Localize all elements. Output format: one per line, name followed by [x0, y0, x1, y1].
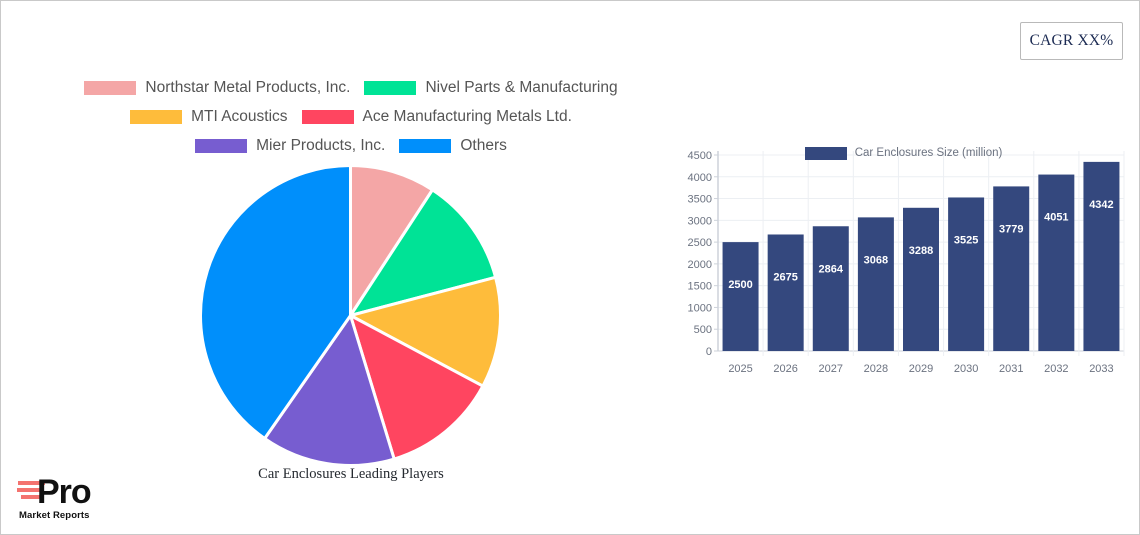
x-axis-tick-label: 2026 [773, 363, 797, 375]
x-axis-tick-label: 2025 [728, 363, 752, 375]
logo-bar-icon [17, 488, 40, 492]
pie-legend-item-nivel: Nivel Parts & Manufacturing [364, 78, 618, 97]
logo: Pro Market Reports [17, 473, 113, 524]
x-axis-tick-label: 2032 [1044, 363, 1068, 375]
x-axis-tick-label: 2027 [819, 363, 843, 375]
pie-slice[interactable] [347, 187, 498, 318]
pie-legend-label: MTI Acoustics [191, 107, 288, 125]
bar[interactable] [993, 186, 1030, 351]
bar-value-label: 3779 [999, 223, 1023, 235]
bar[interactable] [903, 207, 939, 351]
bar-chart: Car Enclosures Size (million) 0 500 1000 15… [681, 143, 1126, 408]
bar[interactable] [857, 217, 894, 351]
pie-slice[interactable] [199, 163, 352, 441]
pie-legend-item-northstar: Northstar Metal Products, Inc. [84, 79, 350, 97]
bar-chart-svg: 0 500 1000 1500 2000 2500 3000 3500 4000 4500 2500… [688, 150, 1125, 375]
pie-chart-caption: Car Enclosures Leading Players [258, 466, 444, 482]
legend-swatch-icon [399, 138, 452, 153]
bar[interactable] [767, 234, 804, 351]
x-axis-tick-label: 2029 [909, 363, 933, 375]
legend-swatch-icon [130, 109, 183, 124]
pie-legend-label: Ace Manufacturing Metals Ltd. [362, 107, 572, 125]
logo-wordmark: Pro [37, 473, 92, 511]
bar-chart-legend: Car Enclosures Size (million) [681, 143, 1126, 163]
bar-value-label: 4342 [1089, 199, 1113, 211]
bar-value-label: 2864 [819, 263, 844, 275]
pie-legend-item-others: Others [399, 137, 507, 155]
logo-bar-icon [18, 481, 45, 485]
bar[interactable] [948, 197, 985, 351]
y-axis-tick-label: 1500 [688, 281, 712, 293]
pie-chart-svg [199, 163, 502, 467]
bar-legend-label: Car Enclosures Size (million) [854, 147, 1003, 159]
x-axis-tick-label: 2033 [1089, 363, 1113, 375]
legend-swatch-icon [84, 80, 137, 95]
pie-legend-label: Others [460, 136, 507, 154]
bar-value-label: 2500 [728, 279, 752, 291]
y-axis-tick-label: 3000 [688, 215, 712, 227]
pie-legend-row: MTI Acoustics Ace Manufacturing Metals L… [1, 102, 701, 131]
legend-swatch-icon [301, 109, 354, 124]
logo-tagline: Market Reports [19, 510, 90, 521]
bar-value-label: 4051 [1044, 212, 1068, 224]
cagr-badge: CAGR XX% [1020, 22, 1123, 60]
bar-value-label: 3525 [954, 234, 978, 246]
pie-slice[interactable] [262, 312, 397, 467]
y-axis-tick-label: 500 [694, 324, 712, 336]
y-axis-tick-label: 0 [706, 346, 712, 358]
x-axis-tick-label: 2031 [999, 363, 1023, 375]
logo-bar-icon [21, 495, 42, 499]
bar[interactable] [722, 242, 759, 351]
y-axis-tick-label: 2500 [688, 237, 712, 249]
y-axis-tick-label: 1000 [688, 302, 712, 314]
pie-slice[interactable] [349, 163, 435, 321]
pie-legend-label: Northstar Metal Products, Inc. [145, 78, 351, 96]
pie-legend-item-ace: Ace Manufacturing Metals Ltd. [301, 107, 572, 126]
bar[interactable] [812, 226, 849, 351]
bar-value-label: 3288 [909, 245, 933, 257]
pie-legend-label: Mier Products, Inc. [256, 136, 386, 154]
x-axis-tick-label: 2028 [864, 363, 888, 375]
pie-legend-row: Northstar Metal Products, Inc. Nivel Par… [1, 73, 701, 102]
bar[interactable] [1038, 174, 1075, 351]
x-axis-tick-label: 2030 [954, 363, 978, 375]
pie-legend-item-mier: Mier Products, Inc. [195, 137, 385, 155]
bar-value-label: 2675 [773, 271, 797, 283]
y-axis-tick-label: 3500 [688, 194, 712, 206]
y-axis-tick-label: 4000 [688, 172, 712, 184]
pie-chart [199, 163, 502, 467]
pie-legend-label: Nivel Parts & Manufacturing [425, 78, 618, 96]
bar[interactable] [1083, 161, 1120, 351]
pie-legend-item-mti: MTI Acoustics [130, 107, 288, 126]
legend-swatch-icon [804, 146, 847, 160]
legend-swatch-icon [195, 138, 248, 153]
bar-value-label: 3068 [864, 254, 888, 266]
pie-slice[interactable] [346, 275, 502, 389]
y-axis-tick-label: 2000 [688, 259, 712, 271]
cagr-label: CAGR XX% [1029, 32, 1114, 49]
pie-legend: Northstar Metal Products, Inc. Nivel Par… [1, 73, 701, 160]
legend-swatch-icon [364, 80, 417, 95]
pie-legend-row: Mier Products, Inc. Others [1, 131, 701, 160]
y-axis-tick-label: 4500 [688, 150, 712, 162]
